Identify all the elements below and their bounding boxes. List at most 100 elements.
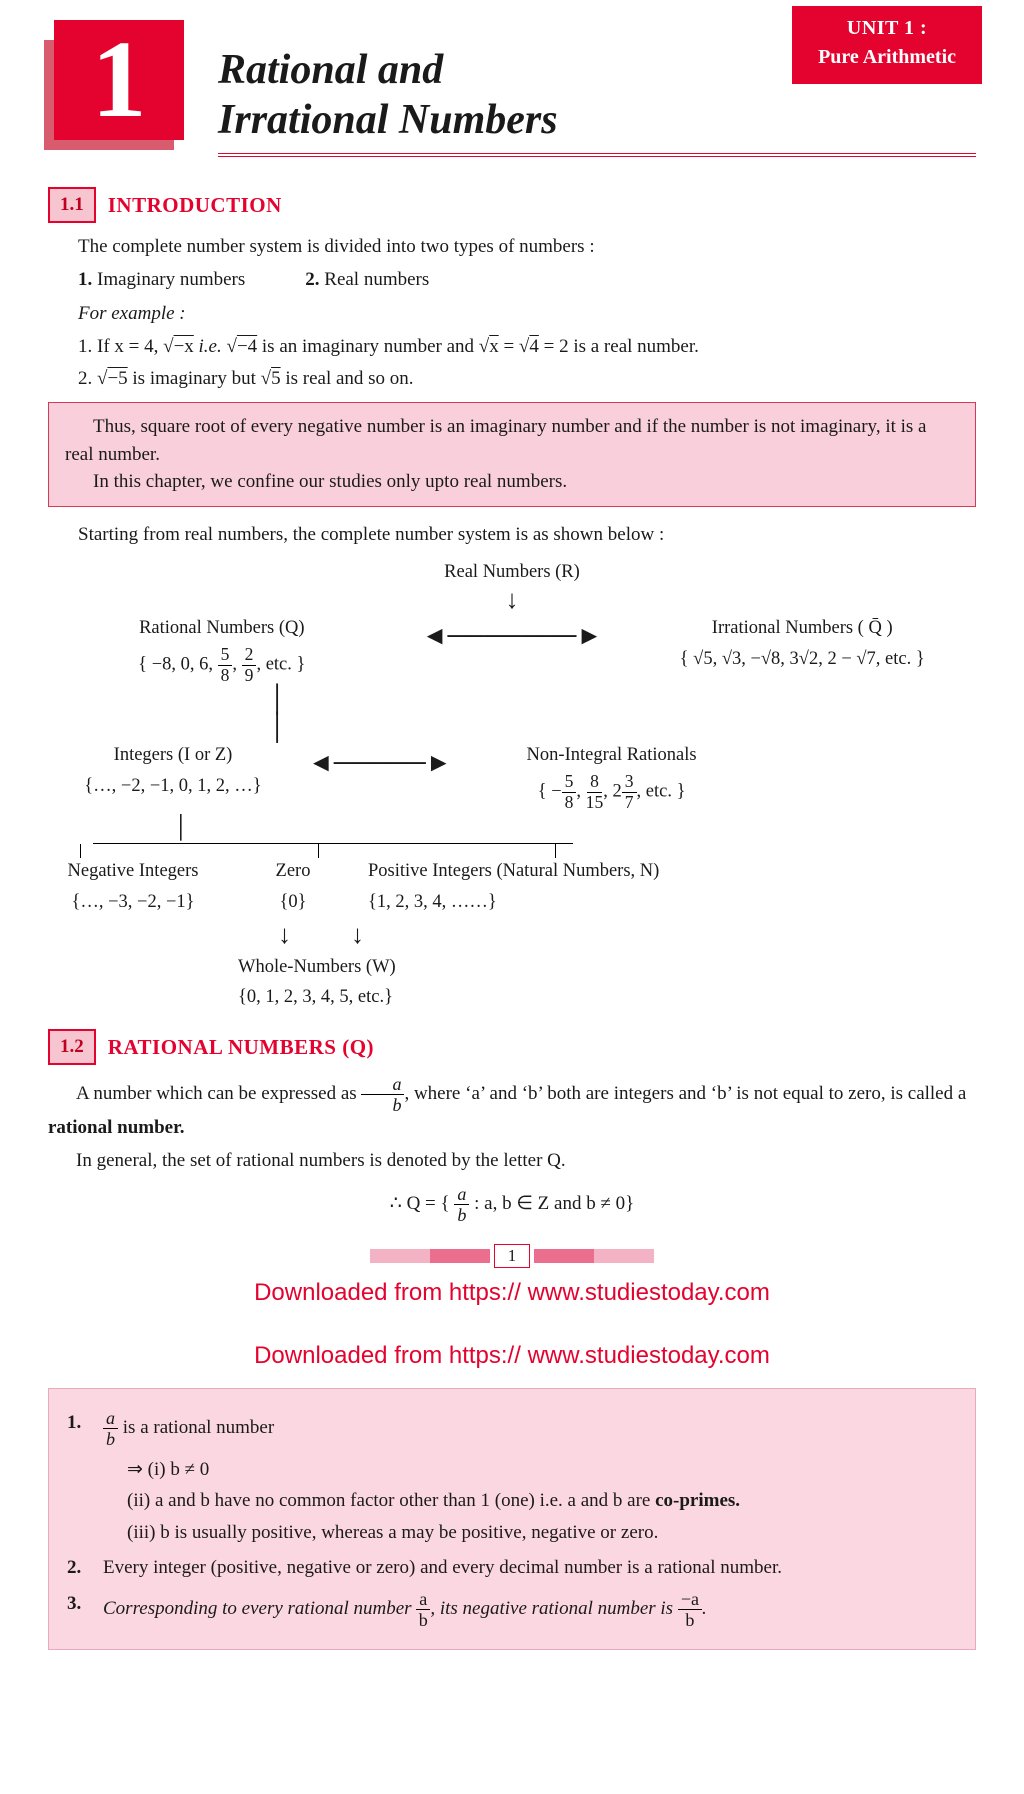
ex1-eq: =: [503, 336, 518, 357]
irrational-label: Irrational Numbers ( Q̄ ): [642, 615, 962, 642]
irrational-examples: { √5, √3, −√8, 3√2, 2 − √7, etc. }: [642, 646, 962, 673]
rational-examples: { −8, 0, 6, 58, 29, etc. }: [62, 646, 382, 684]
chapter-number: 1: [54, 20, 184, 140]
integers-examples: {…, −2, −1, 0, 1, 2, …}: [68, 773, 278, 800]
strip-segment: [594, 1249, 654, 1263]
frac-den: b: [419, 1610, 428, 1629]
tree-level-1: Rational Numbers (Q) { −8, 0, 6, 58, 29,…: [48, 615, 976, 684]
rule-1-iii: (iii) b is usually positive, whereas a m…: [127, 1519, 957, 1547]
posint-examples: {1, 2, 3, 4, ……}: [368, 889, 748, 916]
whole-label: Whole-Numbers (W): [238, 954, 538, 981]
example-2-text: 2. √−5 is imaginary but √5 is real and s…: [78, 365, 414, 393]
r3c: .: [702, 1598, 707, 1619]
tree-root: Real Numbers (R): [444, 559, 580, 586]
r1-text: is a rational number: [118, 1416, 274, 1437]
type-2: Real numbers: [324, 269, 429, 290]
tree-level-2: Integers (I or Z) {…, −2, −1, 0, 1, 2, ……: [68, 742, 976, 811]
frac-num: a: [103, 1409, 118, 1429]
nonint-label: Non-Integral Rationals: [482, 742, 742, 769]
p1bold: rational number.: [48, 1117, 185, 1138]
highlight-line-1: Thus, square root of every negative numb…: [65, 413, 959, 468]
whole-examples: {0, 1, 2, 3, 4, 5, etc.}: [238, 984, 538, 1011]
eqn-pre: ∴ Q = {: [390, 1193, 455, 1214]
section-title-1-1: INTRODUCTION: [108, 190, 282, 220]
comma: ,: [232, 655, 241, 675]
frac-num: 5: [218, 646, 233, 666]
connector-ticks: [78, 844, 558, 858]
rule-1: 1. ab is a rational number: [67, 1409, 957, 1448]
ex1-ie: i.e.: [199, 336, 227, 357]
rules-box: 1. ab is a rational number ⇒ (i) b ≠ 0 (…: [48, 1388, 976, 1650]
arrow-down-icon: ↓: [278, 916, 291, 954]
frac-num: a: [454, 1185, 469, 1205]
intro-text: The complete number system is divided in…: [78, 233, 976, 261]
frac-den: 15: [586, 793, 604, 812]
negint-label: Negative Integers: [48, 858, 218, 885]
arrow-lr-icon: ◄─────►: [308, 742, 452, 782]
comma: , 2: [603, 781, 622, 801]
negint-examples: {…, −3, −2, −1}: [48, 889, 218, 916]
examples-list: 1. If x = 4, √−x i.e. √−4 is an imaginar…: [78, 333, 976, 392]
section-title-1-2: RATIONAL NUMBERS (Q): [108, 1032, 374, 1062]
rule-1-ii: (ii) a and b have no common factor other…: [127, 1487, 957, 1515]
ex1-sqrt-negx: −x: [174, 337, 194, 356]
arrow-down-icon: │: [268, 686, 976, 712]
ex1-mid: is an imaginary number and: [262, 336, 479, 357]
brace-open: {: [138, 655, 147, 675]
ex2-mid: is imaginary but: [132, 368, 260, 389]
rational-tail: , etc.: [256, 655, 296, 675]
after-box-text: Starting from real numbers, the complete…: [78, 521, 976, 549]
rule-2-num: 2.: [67, 1554, 93, 1582]
integer-subtree-connector: │: [78, 811, 588, 858]
frac-den: b: [685, 1610, 694, 1629]
frac-den: 7: [625, 793, 634, 812]
download-watermark-1: Downloaded from https:// www.studiestoda…: [48, 1276, 976, 1311]
ex1-pre: 1. If x = 4,: [78, 336, 163, 357]
section-1-1-heading: 1.1 INTRODUCTION: [48, 187, 976, 223]
arrow-left-icon: ◄───────►: [422, 615, 602, 655]
frac-num: 8: [587, 773, 602, 793]
nonint-examples: { −58, 815, 237, etc. }: [482, 773, 742, 811]
ex2-sqrt-5: 5: [271, 369, 281, 388]
ex2-sqrt-neg5: −5: [107, 369, 127, 388]
unit-line-1: UNIT 1 :: [818, 14, 956, 43]
rule-1-text: ab is a rational number: [103, 1409, 274, 1448]
unit-badge: UNIT 1 : Pure Arithmetic: [792, 6, 982, 84]
type-2-num: 2.: [305, 269, 319, 290]
rational-items: −8, 0, 6,: [147, 655, 218, 675]
frac-num: 2: [242, 646, 257, 666]
rational-set-equation: ∴ Q = { ab : a, b ∈ Z and b ≠ 0}: [48, 1185, 976, 1224]
brace-close: }: [297, 655, 306, 675]
frac-den: b: [106, 1429, 115, 1448]
rule-3: 3. Corresponding to every rational numbe…: [67, 1590, 957, 1629]
arrow-down-icon: │: [268, 714, 976, 740]
rule-3-num: 3.: [67, 1590, 93, 1618]
number-types-list: 1. Imaginary numbers 2. Real numbers: [78, 266, 976, 294]
section-1-2-heading: 1.2 RATIONAL NUMBERS (Q): [48, 1029, 976, 1065]
frac-den: 9: [245, 666, 254, 685]
rational-def: A number which can be expressed as ab, w…: [48, 1075, 976, 1142]
chapter-number-block: 1: [54, 20, 184, 140]
rule-1-num: 1.: [67, 1409, 93, 1437]
whole-node: Whole-Numbers (W) {0, 1, 2, 3, 4, 5, etc…: [238, 954, 538, 1012]
for-example-label: For example :: [78, 300, 976, 328]
example-1: 1. If x = 4, √−x i.e. √−4 is an imaginar…: [78, 333, 976, 361]
chapter-title-line-2: Irrational Numbers: [218, 97, 558, 143]
r1-ii-text: (ii) a and b have no common factor other…: [127, 1490, 655, 1511]
page-number: 1: [494, 1244, 530, 1268]
brace-open: { −: [538, 781, 562, 801]
rule-2: 2. Every integer (positive, negative or …: [67, 1554, 957, 1582]
r1-ii-bold: co-primes.: [655, 1490, 740, 1511]
ex1-sqrt-4: 4: [529, 337, 539, 356]
ex1-sqrt-neg4: −4: [237, 337, 257, 356]
tree-level-3: Negative Integers {…, −3, −2, −1} Zero {…: [48, 858, 748, 916]
example-2: 2. √−5 is imaginary but √5 is real and s…: [78, 365, 976, 393]
rational-label: Rational Numbers (Q): [62, 615, 382, 642]
section-number-1-1: 1.1: [48, 187, 96, 223]
eqn-post: : a, b ∈ Z and b ≠ 0}: [469, 1193, 634, 1214]
posint-label: Positive Integers (Natural Numbers, N): [368, 858, 748, 885]
frac-num: 5: [562, 773, 577, 793]
page-number-strip: 1: [48, 1244, 976, 1268]
frac-num: −a: [678, 1590, 702, 1610]
number-system-tree: Real Numbers (R) ↓ Rational Numbers (Q) …: [48, 559, 976, 1012]
